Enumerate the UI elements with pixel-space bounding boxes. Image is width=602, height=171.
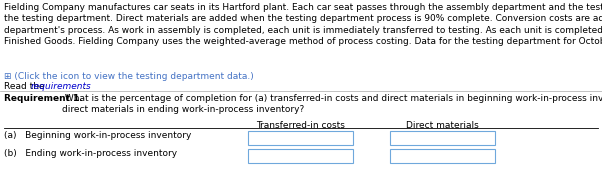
Text: Read the: Read the — [4, 82, 48, 91]
Text: (a)   Beginning work-in-process inventory: (a) Beginning work-in-process inventory — [4, 131, 191, 140]
FancyBboxPatch shape — [390, 149, 495, 163]
Text: Direct materials: Direct materials — [406, 121, 479, 130]
FancyBboxPatch shape — [390, 131, 495, 145]
FancyBboxPatch shape — [248, 149, 353, 163]
Text: ⊞ (Click the icon to view the testing department data.): ⊞ (Click the icon to view the testing de… — [4, 72, 254, 81]
FancyBboxPatch shape — [248, 131, 353, 145]
Text: Fielding Company manufactures car seats in its Hartford plant. Each car seat pas: Fielding Company manufactures car seats … — [4, 3, 602, 46]
Text: requirements: requirements — [31, 82, 92, 91]
Text: (b)   Ending work-in-process inventory: (b) Ending work-in-process inventory — [4, 149, 177, 158]
Text: .: . — [83, 82, 86, 91]
Text: Requirement 1.: Requirement 1. — [4, 94, 82, 103]
Text: What is the percentage of completion for (a) transferred-in costs and direct mat: What is the percentage of completion for… — [62, 94, 602, 114]
Text: Transferred-in costs: Transferred-in costs — [256, 121, 345, 130]
